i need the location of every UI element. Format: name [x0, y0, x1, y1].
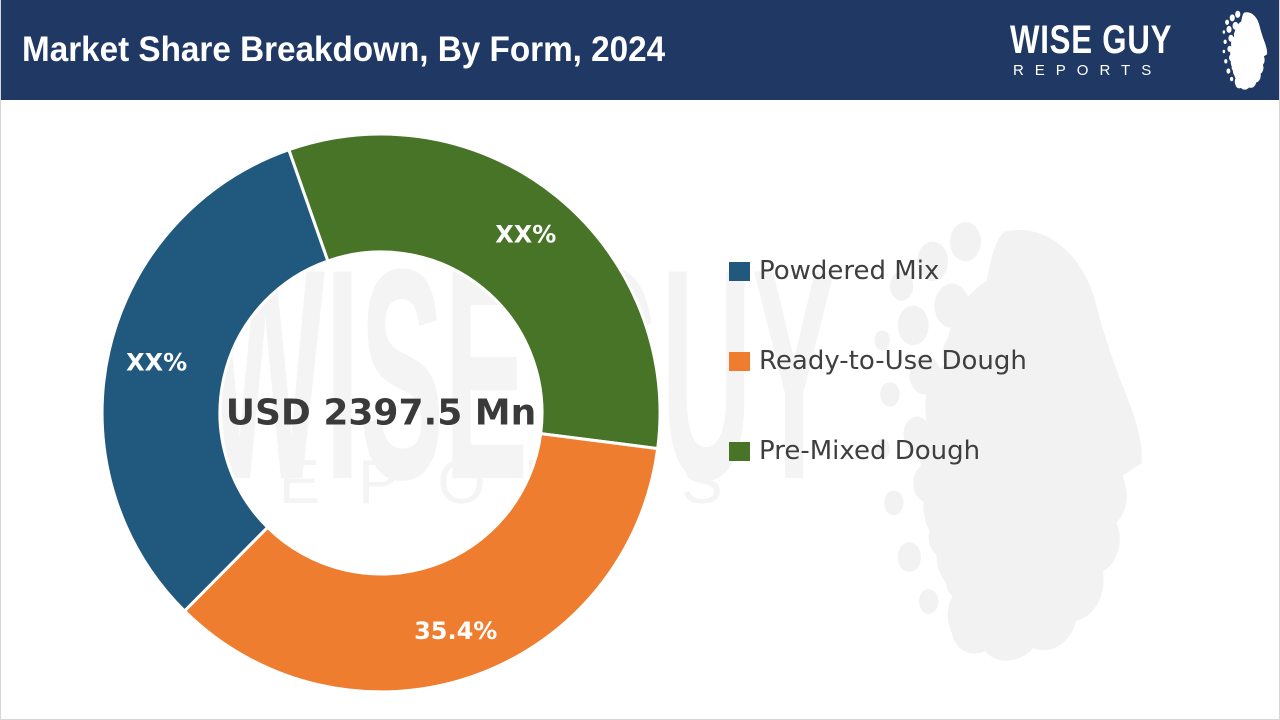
- legend-item-powdered-mix: Powdered Mix: [729, 257, 1027, 285]
- chart-area: WISE GUY REPORTS XX% 35.4% XX% USD 2397.5 …: [1, 100, 1279, 719]
- logo-sub-wordmark: REPORTS: [1012, 62, 1163, 79]
- legend-label: Pre-Mixed Dough: [759, 436, 981, 466]
- legend-label: Powdered Mix: [759, 256, 940, 286]
- segment-value-label-pre-mixed-dough: XX%: [495, 221, 556, 249]
- header-bar: Market Share Breakdown, By Form, 2024 WI…: [1, 0, 1279, 100]
- segment-value-label-ready-to-use-dough: 35.4%: [414, 617, 497, 645]
- chart-center-value: USD 2397.5 Mn: [225, 392, 537, 434]
- legend-label: Ready-to-Use Dough: [759, 346, 1027, 376]
- legend-swatch-pre-mixed-dough: [729, 441, 750, 461]
- logo-face-icon: [1222, 10, 1268, 90]
- wiseguy-logo: WISE GUY REPORTS: [1010, 9, 1270, 91]
- donut-chart: XX% 35.4% XX%: [100, 132, 662, 694]
- watermark-face-icon: [874, 221, 1142, 661]
- chart-title: Market Share Breakdown, By Form, 2024: [22, 30, 666, 69]
- legend-item-ready-to-use-dough: Ready-to-Use Dough: [729, 347, 1027, 375]
- chart-legend: Powdered Mix Ready-to-Use Dough Pre-Mixe…: [729, 257, 1027, 465]
- legend-item-pre-mixed-dough: Pre-Mixed Dough: [729, 437, 1027, 465]
- segment-value-label-powdered-mix: XX%: [126, 349, 187, 377]
- legend-swatch-ready-to-use-dough: [729, 351, 750, 371]
- donut-segment-ready-to-use-dough: [183, 432, 660, 694]
- legend-swatch-powdered-mix: [729, 261, 750, 281]
- logo-wordmark-block: WISE GUY REPORTS: [1009, 18, 1218, 79]
- donut-segment-powdered-mix: [100, 148, 330, 613]
- donut-segment-pre-mixed-dough: [287, 132, 662, 451]
- logo-wordmark: WISE GUY: [1009, 18, 1173, 62]
